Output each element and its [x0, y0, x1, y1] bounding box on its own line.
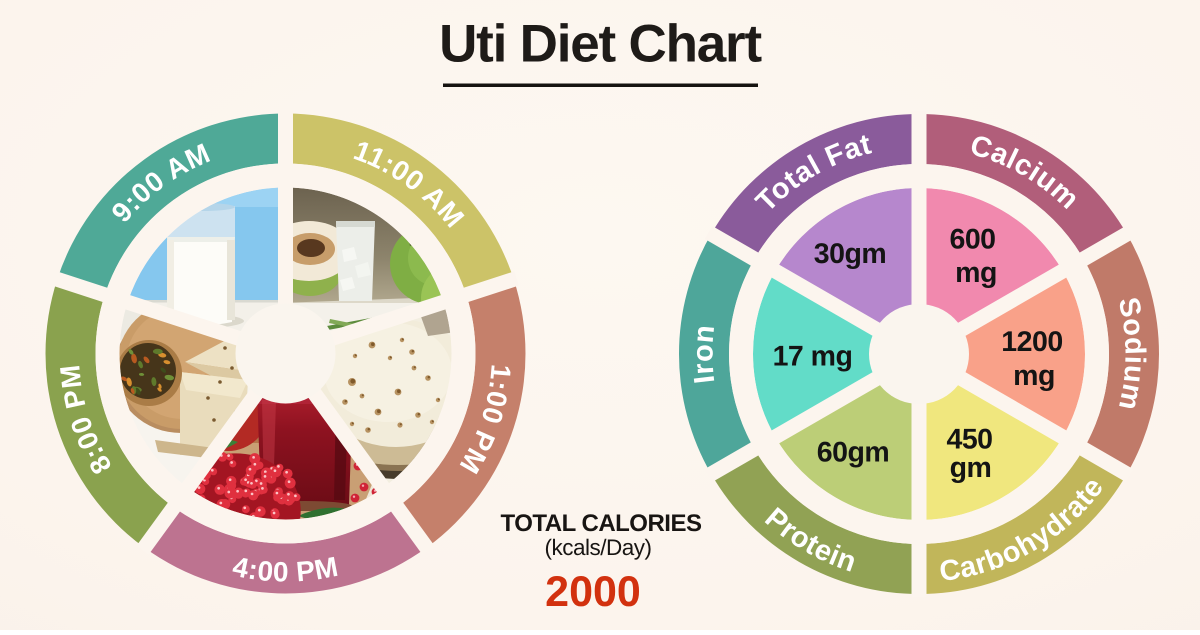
svg-text:30gm: 30gm [814, 238, 886, 270]
svg-text:gm: gm [950, 452, 992, 484]
svg-text:Iron: Iron [687, 323, 721, 385]
svg-text:(kcals/Day): (kcals/Day) [544, 535, 651, 560]
svg-text:1200: 1200 [1001, 326, 1062, 358]
svg-text:60gm: 60gm [817, 437, 889, 469]
svg-text:mg: mg [1013, 360, 1055, 392]
svg-text:TOTAL CALORIES: TOTAL CALORIES [500, 510, 702, 537]
svg-text:4:00 PM: 4:00 PM [230, 551, 341, 588]
svg-text:Uti Diet Chart: Uti Diet Chart [439, 15, 761, 74]
svg-text:mg: mg [955, 257, 997, 289]
svg-text:600: 600 [949, 224, 995, 256]
svg-text:450: 450 [946, 424, 992, 456]
svg-text:17 mg: 17 mg [773, 341, 853, 373]
svg-text:2000: 2000 [545, 568, 641, 616]
